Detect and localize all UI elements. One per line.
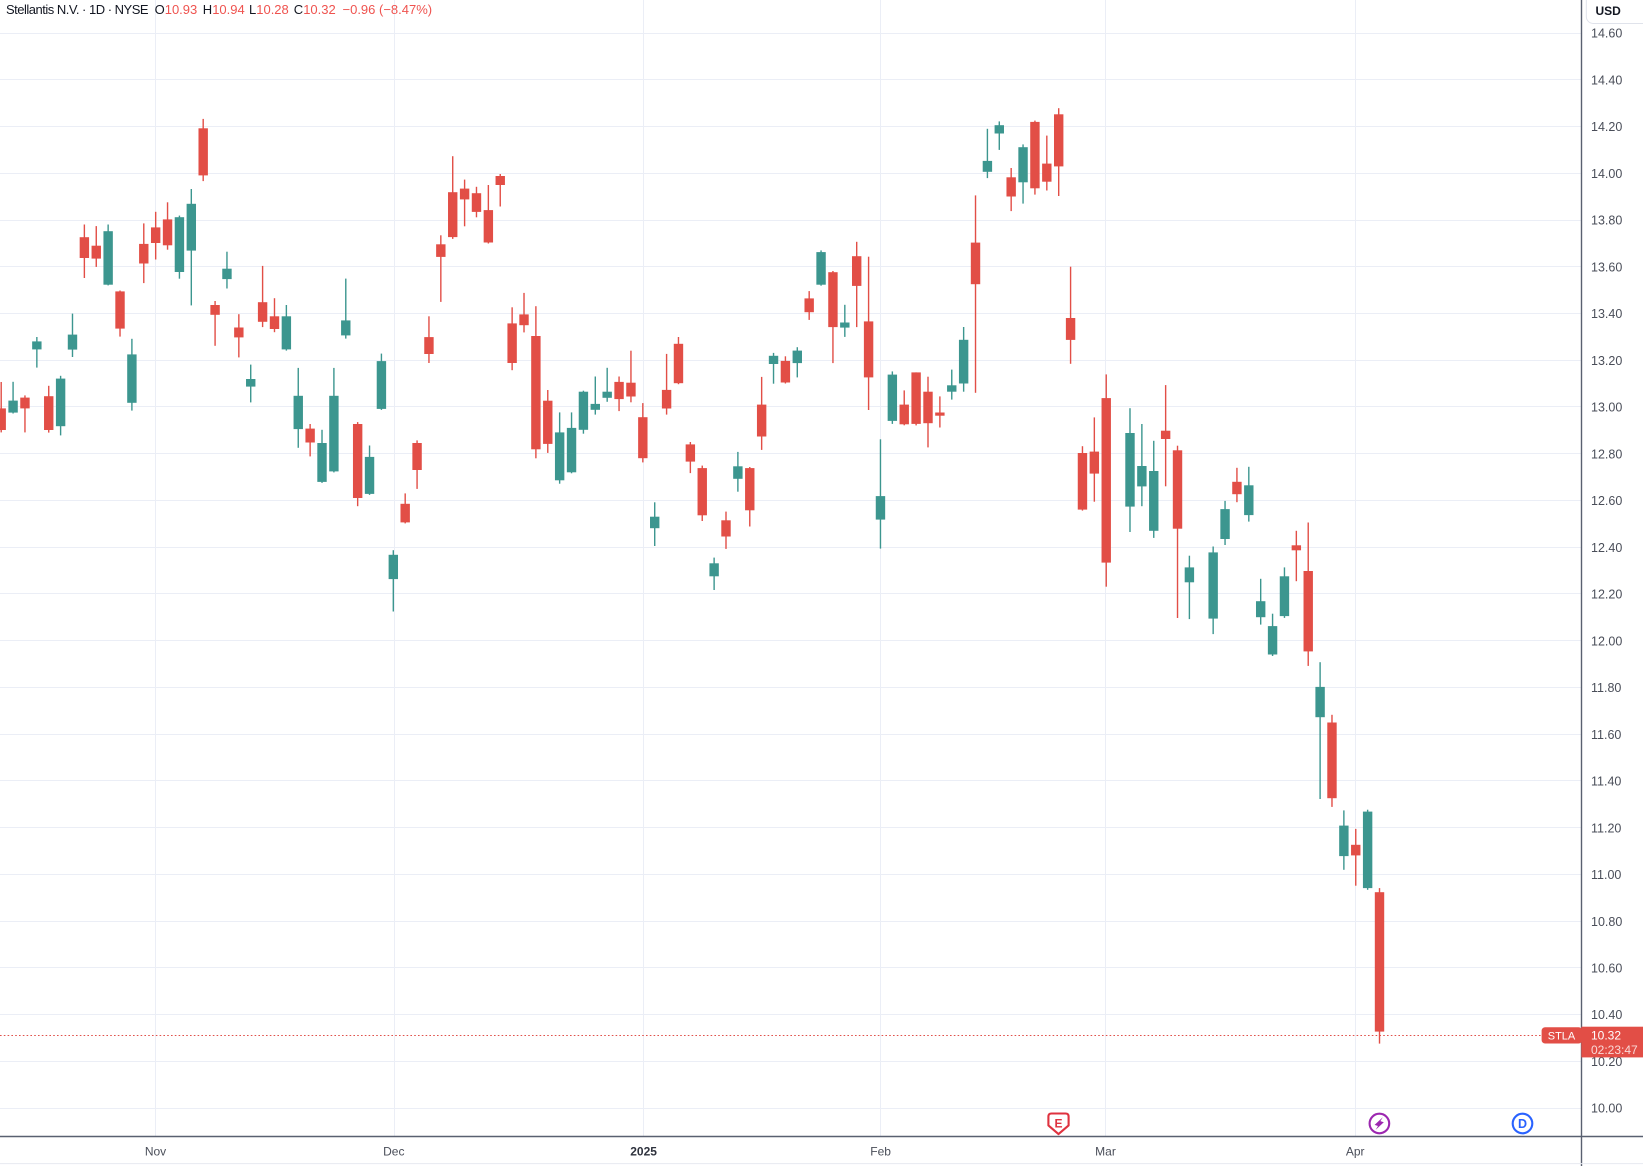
svg-text:Feb: Feb — [870, 1145, 891, 1159]
svg-text:10.40: 10.40 — [1591, 1008, 1622, 1022]
svg-text:12.60: 12.60 — [1591, 494, 1622, 508]
svg-text:Dec: Dec — [383, 1145, 404, 1159]
svg-text:12.00: 12.00 — [1591, 634, 1622, 648]
svg-text:12.80: 12.80 — [1591, 447, 1622, 461]
svg-text:10.32: 10.32 — [1591, 1029, 1621, 1043]
svg-text:11.20: 11.20 — [1591, 821, 1621, 835]
svg-text:10.60: 10.60 — [1591, 962, 1622, 976]
svg-text:10.00: 10.00 — [1591, 1102, 1622, 1116]
svg-text:STLA: STLA — [1548, 1030, 1576, 1042]
svg-text:14.40: 14.40 — [1591, 73, 1622, 87]
svg-text:Nov: Nov — [145, 1145, 166, 1159]
svg-text:USD: USD — [1596, 4, 1622, 18]
svg-text:02:23:47: 02:23:47 — [1591, 1043, 1638, 1057]
svg-text:10.80: 10.80 — [1591, 915, 1622, 929]
svg-text:12.20: 12.20 — [1591, 588, 1622, 602]
svg-text:13.20: 13.20 — [1591, 354, 1622, 368]
svg-text:11.40: 11.40 — [1591, 775, 1621, 789]
svg-text:14.20: 14.20 — [1591, 120, 1622, 134]
svg-text:E: E — [1054, 1117, 1062, 1131]
svg-text:Mar: Mar — [1095, 1145, 1116, 1159]
svg-text:14.60: 14.60 — [1591, 27, 1622, 41]
svg-text:14.00: 14.00 — [1591, 167, 1622, 181]
svg-text:11.00: 11.00 — [1591, 868, 1621, 882]
svg-text:Apr: Apr — [1346, 1145, 1365, 1159]
svg-text:13.40: 13.40 — [1591, 307, 1622, 321]
svg-text:12.40: 12.40 — [1591, 541, 1622, 555]
svg-text:2025: 2025 — [630, 1145, 657, 1159]
svg-text:11.60: 11.60 — [1591, 728, 1621, 742]
svg-text:13.80: 13.80 — [1591, 214, 1622, 228]
svg-text:13.60: 13.60 — [1591, 260, 1622, 274]
svg-text:D: D — [1518, 1117, 1527, 1131]
svg-text:13.00: 13.00 — [1591, 401, 1622, 415]
svg-text:10.20: 10.20 — [1591, 1055, 1622, 1069]
svg-text:11.80: 11.80 — [1591, 681, 1621, 695]
